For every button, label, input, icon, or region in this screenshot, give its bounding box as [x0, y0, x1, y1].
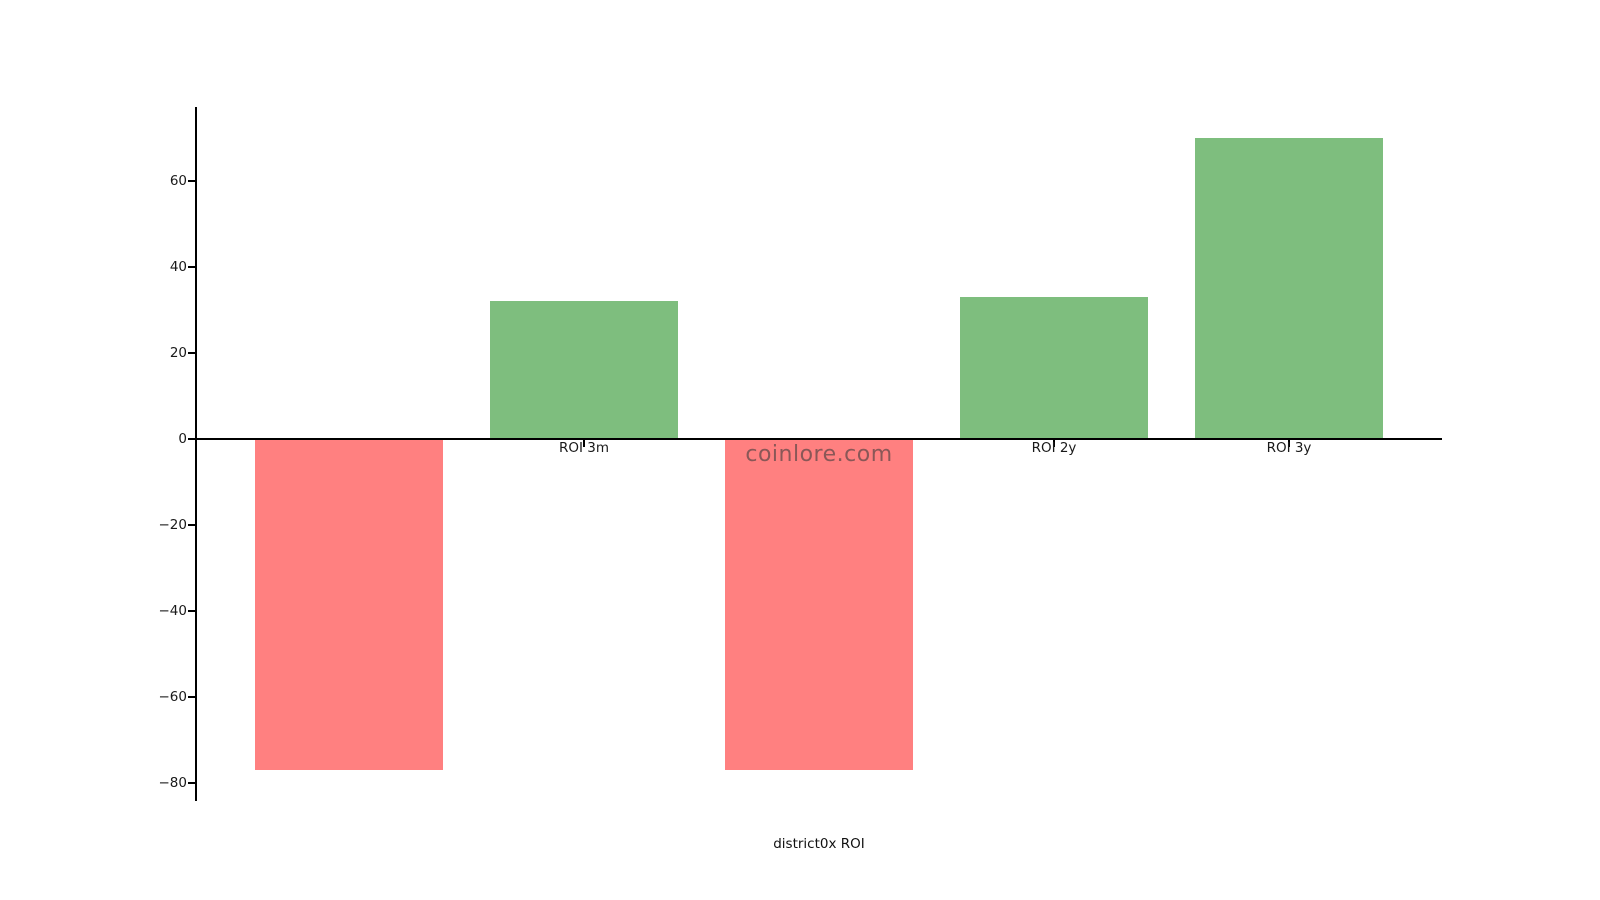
x-tick-mark — [583, 440, 585, 447]
x-tick-label: ROI 2y — [1031, 440, 1077, 456]
y-tick-mark — [188, 782, 195, 784]
y-axis-line — [194, 107, 197, 801]
y-tick-mark — [188, 438, 195, 440]
y-tick-mark — [188, 266, 195, 268]
y-tick-label: 20 — [169, 345, 187, 361]
y-tick-mark — [188, 610, 195, 612]
watermark-text: coinlore.com — [745, 442, 893, 467]
x-tick-mark — [1053, 440, 1055, 447]
x-tick-mark — [1288, 440, 1290, 447]
y-tick-label: −80 — [158, 775, 188, 791]
y-tick-label: −40 — [158, 603, 188, 619]
x-tick-label: ROI 3y — [1266, 440, 1312, 456]
y-tick-label: −20 — [158, 517, 188, 533]
bar — [255, 439, 443, 771]
y-tick-mark — [188, 180, 195, 182]
bar — [1195, 138, 1383, 439]
bar — [960, 297, 1148, 439]
y-tick-mark — [188, 524, 195, 526]
y-tick-label: 60 — [169, 173, 187, 189]
x-tick-label: ROI 3m — [558, 440, 610, 456]
y-tick-mark — [188, 696, 195, 698]
bar — [725, 439, 913, 771]
y-tick-mark — [188, 352, 195, 354]
y-tick-label: 0 — [178, 431, 187, 447]
y-tick-label: 40 — [169, 259, 187, 275]
chart-title: district0x ROI — [773, 836, 865, 852]
y-tick-label: −60 — [158, 689, 188, 705]
x-axis-line — [194, 438, 1442, 440]
bar — [490, 301, 678, 439]
